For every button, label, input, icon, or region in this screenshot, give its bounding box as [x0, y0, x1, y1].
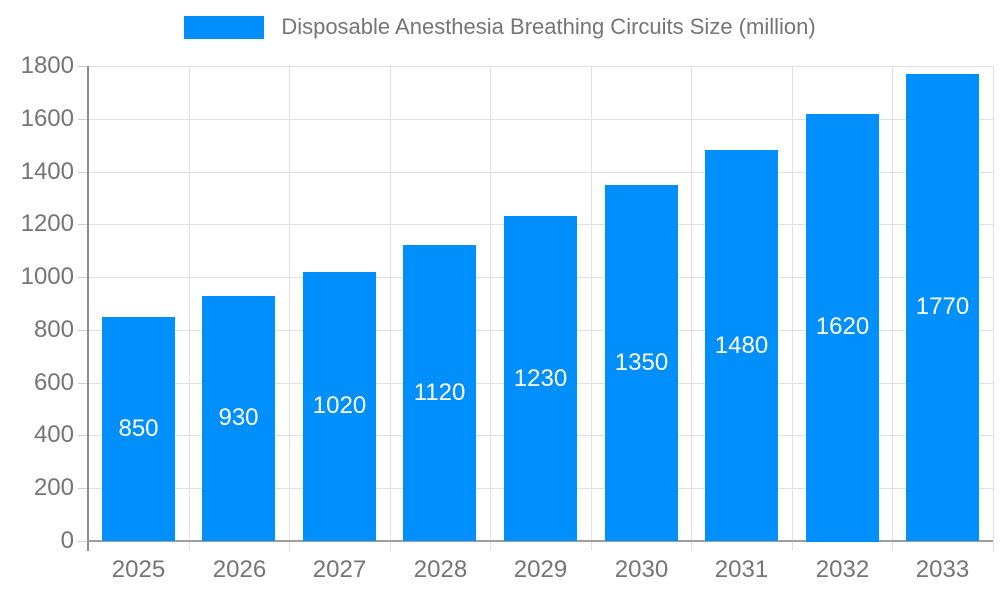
gridline-v — [490, 66, 491, 551]
gridline-v — [993, 66, 994, 551]
legend-swatch-icon — [184, 15, 265, 39]
x-axis-line — [87, 540, 993, 542]
x-axis-label: 2031 — [714, 556, 769, 583]
gridline-v — [691, 66, 692, 551]
x-axis-label: 2027 — [312, 556, 367, 583]
bar-2032[interactable] — [806, 114, 879, 542]
y-axis-label: 1200 — [20, 210, 74, 237]
x-axis-label: 2025 — [111, 556, 166, 583]
gridline-h — [88, 172, 993, 173]
gridline-v — [892, 66, 893, 551]
gridline-v — [792, 66, 793, 551]
y-axis-line — [87, 66, 89, 551]
bar-value-label: 1020 — [312, 392, 367, 419]
x-axis-label: 2033 — [915, 556, 970, 583]
x-axis-label: 2028 — [413, 556, 468, 583]
y-tick — [78, 435, 88, 436]
y-axis-label: 200 — [33, 474, 74, 501]
x-axis-label: 2026 — [212, 556, 267, 583]
y-tick — [78, 541, 88, 542]
bar-2028[interactable] — [403, 245, 476, 541]
gridline-v — [591, 66, 592, 551]
bar-2031[interactable] — [705, 150, 778, 541]
y-tick — [78, 119, 88, 120]
bar-value-label: 1770 — [915, 293, 970, 320]
y-tick — [78, 330, 88, 331]
gridline-v — [289, 66, 290, 551]
y-axis-label: 1600 — [20, 105, 74, 132]
bar-value-label: 930 — [218, 404, 259, 431]
chart-title: Disposable Anesthesia Breathing Circuits… — [281, 14, 816, 39]
y-tick — [78, 277, 88, 278]
y-axis-label: 400 — [33, 421, 74, 448]
bar-value-label: 1120 — [413, 379, 466, 406]
legend[interactable]: Disposable Anesthesia Breathing Circuits… — [0, 14, 1000, 40]
y-tick — [78, 172, 88, 173]
bar-2030[interactable] — [605, 185, 678, 541]
bar-2025[interactable] — [102, 317, 175, 541]
y-axis-label: 1000 — [20, 263, 74, 290]
x-axis-label: 2032 — [815, 556, 870, 583]
y-axis-label: 1800 — [20, 52, 74, 79]
bar-value-label: 1230 — [513, 365, 568, 392]
y-tick — [78, 488, 88, 489]
bar-value-label: 850 — [118, 415, 159, 442]
gridline-v — [390, 66, 391, 551]
y-axis-label: 0 — [60, 527, 74, 554]
gridline-h — [88, 66, 993, 67]
bar-value-label: 1480 — [714, 332, 769, 359]
bar-2026[interactable] — [202, 296, 275, 541]
bar-value-label: 1350 — [614, 349, 669, 376]
y-tick — [78, 224, 88, 225]
y-axis-label: 1400 — [20, 158, 74, 185]
y-axis-label: 800 — [33, 316, 74, 343]
y-tick — [78, 66, 88, 67]
bar-2029[interactable] — [504, 216, 577, 541]
y-tick — [78, 383, 88, 384]
gridline-v — [189, 66, 190, 551]
y-axis-label: 600 — [33, 369, 74, 396]
bar-value-label: 1620 — [815, 313, 870, 340]
bar-2033[interactable] — [906, 74, 979, 541]
x-axis-label: 2030 — [614, 556, 669, 583]
gridline-h — [88, 119, 993, 120]
x-axis-label: 2029 — [513, 556, 568, 583]
bar-2027[interactable] — [303, 272, 376, 541]
